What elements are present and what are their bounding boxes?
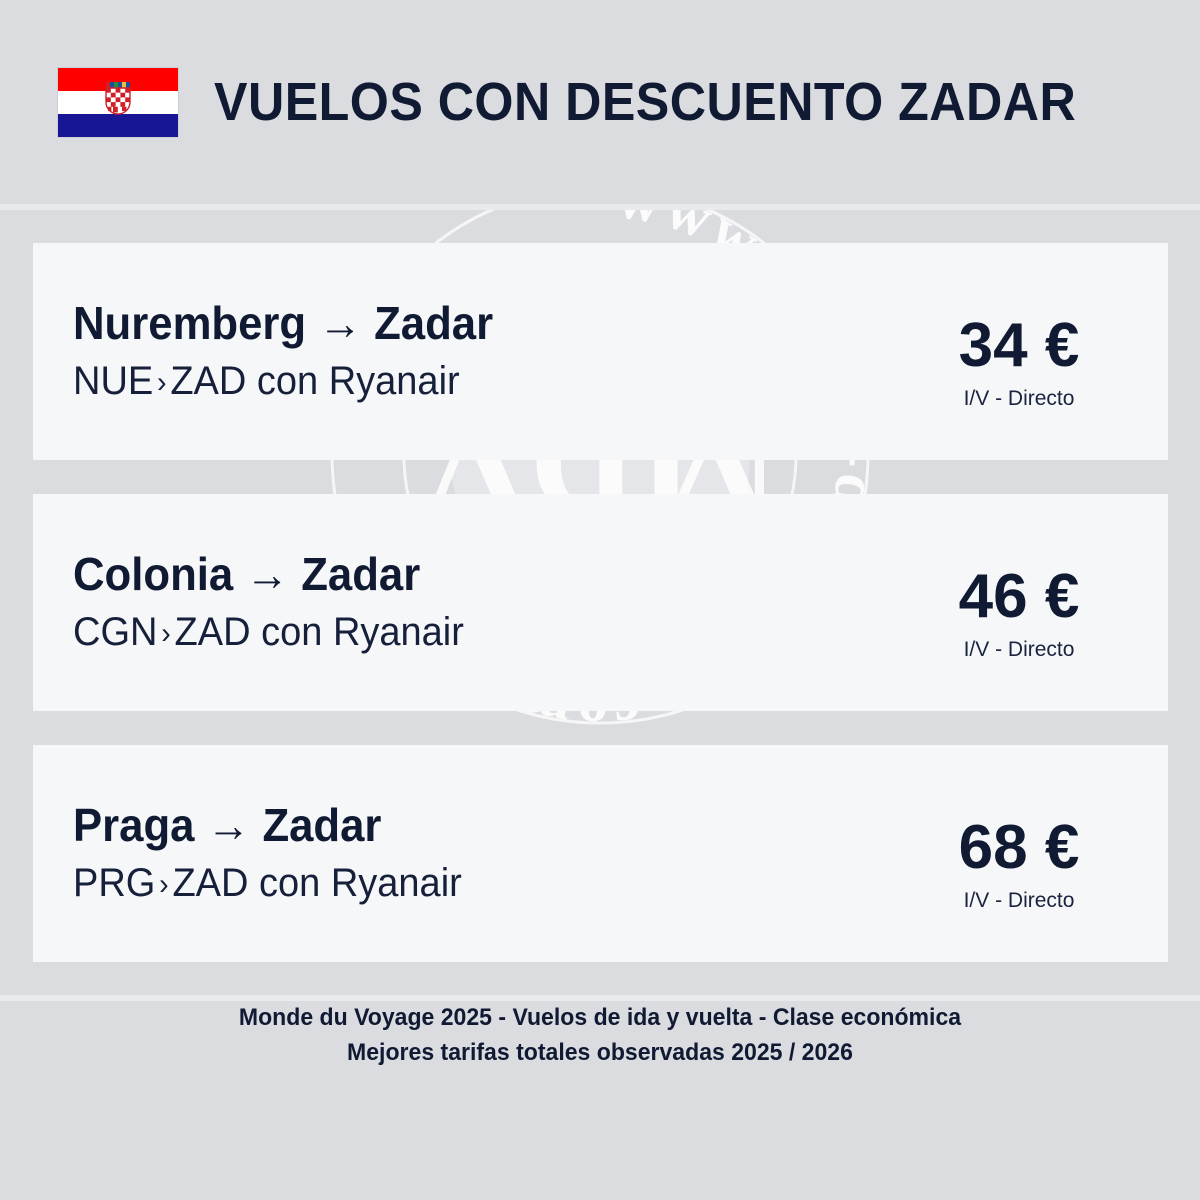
- origin-code: PRG: [73, 860, 156, 905]
- footer: Monde du Voyage 2025 - Vuelos de ida y v…: [0, 1001, 1200, 1071]
- price-block: 68 € I/V - Directo: [914, 812, 1124, 913]
- route-detail: NUE ›ZAD con Ryanair: [73, 355, 872, 407]
- route-detail: PRG ›ZAD con Ryanair: [73, 857, 872, 909]
- price-note: I/V - Directo: [963, 888, 1075, 912]
- flight-card[interactable]: Colonia → Zadar CGN ›ZAD con Ryanair 46 €…: [33, 494, 1168, 711]
- price-block: 34 € I/V - Directo: [914, 310, 1124, 411]
- footer-line-2: Mejores tarifas totales observadas 2025 …: [347, 1038, 853, 1066]
- flight-list: Nuremberg → Zadar NUE ›ZAD con Ryanair 34…: [33, 243, 1168, 962]
- footer-divider: [0, 995, 1200, 1001]
- flight-card[interactable]: Praga → Zadar PRG ›ZAD con Ryanair 68 € I…: [33, 745, 1168, 962]
- route-detail: CGN ›ZAD con Ryanair: [73, 606, 872, 658]
- route-block: Colonia → Zadar CGN ›ZAD con Ryanair: [73, 547, 914, 657]
- destination-code: ZAD: [170, 358, 247, 403]
- header-divider: [0, 204, 1200, 210]
- route-title: Colonia → Zadar: [73, 548, 421, 601]
- origin-code: CGN: [73, 609, 158, 654]
- price-amount: 34 €: [958, 310, 1080, 380]
- airline-label: con Ryanair: [259, 860, 462, 905]
- header: VUELOS CON DESCUENTO ZADAR: [0, 0, 1200, 204]
- price-amount: 46 €: [958, 561, 1080, 631]
- route-title: Nuremberg → Zadar: [73, 297, 494, 350]
- airline-label: con Ryanair: [261, 609, 464, 654]
- price-note: I/V - Directo: [963, 386, 1075, 410]
- route-block: Nuremberg → Zadar NUE ›ZAD con Ryanair: [73, 296, 914, 406]
- chevron-right-icon: ›: [159, 867, 169, 901]
- airline-label: con Ryanair: [256, 358, 460, 403]
- page-title: VUELOS CON DESCUENTO ZADAR: [214, 72, 1077, 132]
- chevron-right-icon: ›: [161, 616, 171, 650]
- price-block: 46 € I/V - Directo: [914, 561, 1124, 662]
- destination-code: ZAD: [174, 609, 251, 654]
- route-title: Praga → Zadar: [73, 799, 382, 852]
- flight-card[interactable]: Nuremberg → Zadar NUE ›ZAD con Ryanair 34…: [33, 243, 1168, 460]
- chevron-right-icon: ›: [157, 365, 167, 399]
- price-note: I/V - Directo: [963, 637, 1075, 661]
- footer-line-1: Monde du Voyage 2025 - Vuelos de ida y v…: [238, 1004, 962, 1031]
- price-amount: 68 €: [958, 812, 1080, 882]
- croatia-flag-icon: [58, 67, 179, 137]
- origin-code: NUE: [73, 358, 154, 403]
- destination-code: ZAD: [172, 860, 249, 905]
- route-block: Praga → Zadar PRG ›ZAD con Ryanair: [73, 798, 914, 908]
